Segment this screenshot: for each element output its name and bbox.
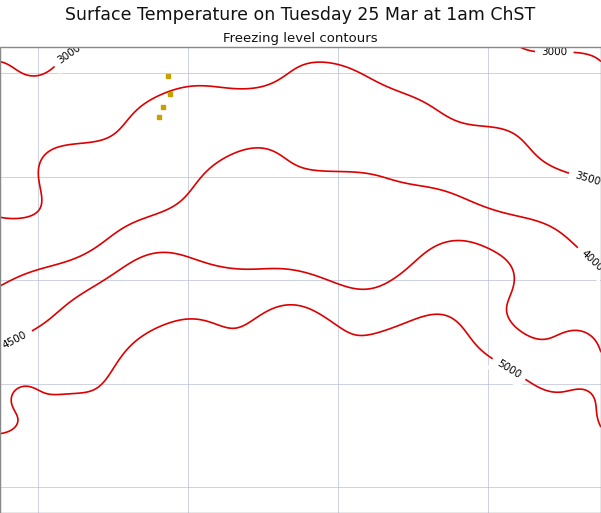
Text: 4500: 4500: [1, 330, 29, 351]
Text: 4000: 4000: [579, 248, 601, 273]
Text: 3500: 3500: [573, 170, 601, 187]
Bar: [0, 47, 601, 513]
Text: Freezing level contours: Freezing level contours: [223, 32, 378, 45]
Text: 3000: 3000: [56, 42, 83, 66]
Text: 5000: 5000: [495, 358, 523, 380]
Text: 3000: 3000: [542, 47, 567, 57]
Text: Surface Temperature on Tuesday 25 Mar at 1am ChST: Surface Temperature on Tuesday 25 Mar at…: [66, 6, 535, 24]
